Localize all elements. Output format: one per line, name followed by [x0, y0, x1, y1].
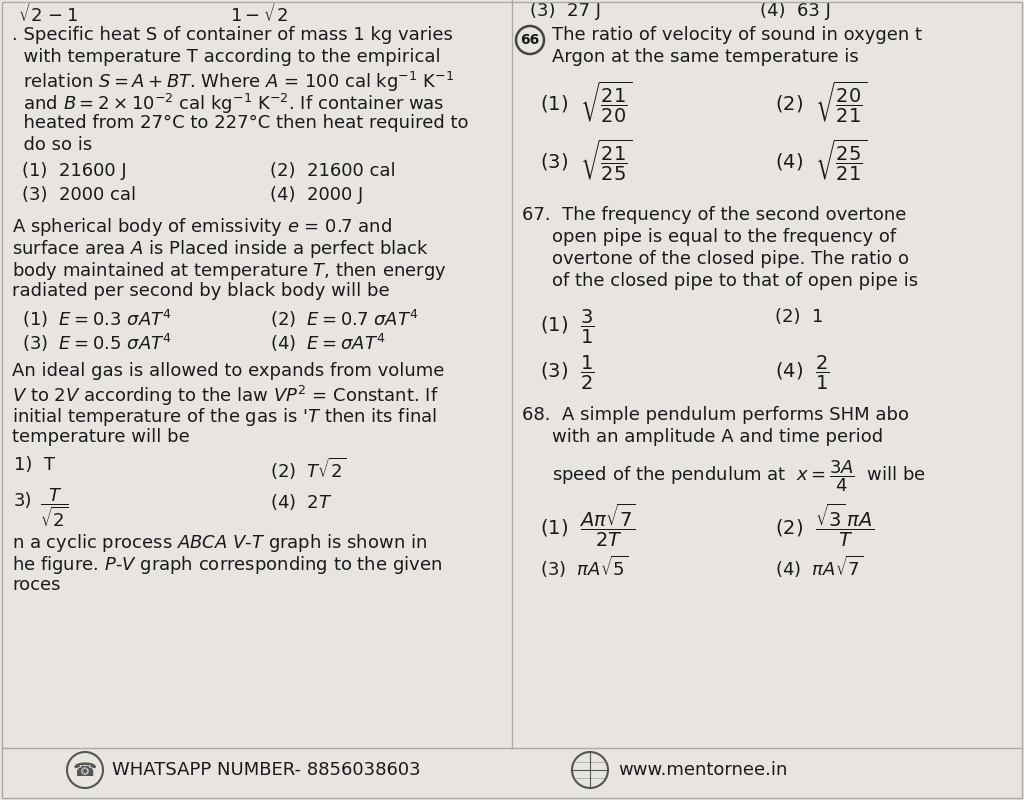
Text: A spherical body of emissivity $e$ = 0.7 and: A spherical body of emissivity $e$ = 0.7… [12, 216, 392, 238]
Text: An ideal gas is allowed to expands from volume: An ideal gas is allowed to expands from … [12, 362, 444, 380]
Text: $(4)$  $\pi A\sqrt{7}$: $(4)$ $\pi A\sqrt{7}$ [775, 554, 863, 580]
Text: with an amplitude A and time period: with an amplitude A and time period [552, 428, 883, 446]
Text: (2)  $\sqrt{\dfrac{20}{21}}$: (2) $\sqrt{\dfrac{20}{21}}$ [775, 80, 867, 126]
Text: $\dfrac{T}{\sqrt{2}}$: $\dfrac{T}{\sqrt{2}}$ [40, 486, 69, 529]
Text: roces: roces [12, 576, 60, 594]
Text: (1)  21600 J: (1) 21600 J [22, 162, 127, 180]
Text: (4)  $\dfrac{2}{1}$: (4) $\dfrac{2}{1}$ [775, 354, 829, 392]
Text: (3)  $E = 0.5\ \sigma AT^4$: (3) $E = 0.5\ \sigma AT^4$ [22, 332, 172, 354]
Text: (4)  $\sqrt{\dfrac{25}{21}}$: (4) $\sqrt{\dfrac{25}{21}}$ [775, 138, 867, 183]
Text: (1)  $\dfrac{3}{1}$: (1) $\dfrac{3}{1}$ [540, 308, 594, 346]
Text: surface area $A$ is Placed inside a perfect black: surface area $A$ is Placed inside a perf… [12, 238, 429, 260]
Text: with temperature T according to the empirical: with temperature T according to the empi… [12, 48, 440, 66]
Text: (3)  $\sqrt{\dfrac{21}{25}}$: (3) $\sqrt{\dfrac{21}{25}}$ [540, 138, 633, 183]
Text: $V$ to $2V$ according to the law $VP^2$ = Constant. If: $V$ to $2V$ according to the law $VP^2$ … [12, 384, 439, 408]
Text: (3)  27 J: (3) 27 J [530, 2, 601, 20]
Text: (4)  $E = \sigma AT^4$: (4) $E = \sigma AT^4$ [270, 332, 386, 354]
Text: . Specific heat S of container of mass 1 kg varies: . Specific heat S of container of mass 1… [12, 26, 453, 44]
Text: $1-\sqrt{2}$: $1-\sqrt{2}$ [230, 2, 292, 26]
Text: (4)  2000 J: (4) 2000 J [270, 186, 364, 204]
Text: (1)  $\dfrac{A\pi\sqrt{7}}{2T}$: (1) $\dfrac{A\pi\sqrt{7}}{2T}$ [540, 502, 636, 550]
Text: (2)  1: (2) 1 [775, 308, 823, 326]
Text: (2)  $E = 0.7\ \sigma AT^4$: (2) $E = 0.7\ \sigma AT^4$ [270, 308, 419, 330]
Text: temperature will be: temperature will be [12, 428, 189, 446]
Text: 68.  A simple pendulum performs SHM abo: 68. A simple pendulum performs SHM abo [522, 406, 909, 424]
Text: $\sqrt{2}-1$: $\sqrt{2}-1$ [18, 2, 78, 26]
Text: body maintained at temperature $T$, then energy: body maintained at temperature $T$, then… [12, 260, 446, 282]
Text: of the closed pipe to that of open pipe is: of the closed pipe to that of open pipe … [552, 272, 919, 290]
Text: (3)  2000 cal: (3) 2000 cal [22, 186, 136, 204]
Text: 3): 3) [14, 492, 33, 510]
Text: open pipe is equal to the frequency of: open pipe is equal to the frequency of [552, 228, 896, 246]
Text: (3)  $\dfrac{1}{2}$: (3) $\dfrac{1}{2}$ [540, 354, 594, 392]
Text: heated from 27°C to 227°C then heat required to: heated from 27°C to 227°C then heat requ… [12, 114, 469, 132]
Text: 1)  T: 1) T [14, 456, 55, 474]
Text: and $B = 2 \times 10^{-2}$ cal kg$^{-1}$ K$^{-2}$. If container was: and $B = 2 \times 10^{-2}$ cal kg$^{-1}$… [12, 92, 444, 116]
Text: (2)  $T\sqrt{2}$: (2) $T\sqrt{2}$ [270, 456, 346, 482]
Text: (2)  21600 cal: (2) 21600 cal [270, 162, 395, 180]
Text: (2)  $\dfrac{\sqrt{3}\,\pi A}{T}$: (2) $\dfrac{\sqrt{3}\,\pi A}{T}$ [775, 502, 874, 550]
Text: WHATSAPP NUMBER- 8856038603: WHATSAPP NUMBER- 8856038603 [112, 761, 421, 779]
Text: 66: 66 [520, 33, 540, 47]
Text: initial temperature of the gas is '$T$ then its final: initial temperature of the gas is '$T$ t… [12, 406, 437, 428]
Text: $(3)$  $\pi A\sqrt{5}$: $(3)$ $\pi A\sqrt{5}$ [540, 554, 629, 580]
Text: he figure. $P$-$V$ graph corresponding to the given: he figure. $P$-$V$ graph corresponding t… [12, 554, 442, 576]
Text: speed of the pendulum at  $x = \dfrac{3A}{4}$  will be: speed of the pendulum at $x = \dfrac{3A}… [552, 458, 926, 494]
Text: ☎: ☎ [73, 761, 97, 779]
Text: 67.  The frequency of the second overtone: 67. The frequency of the second overtone [522, 206, 906, 224]
Text: (4)  $2T$: (4) $2T$ [270, 492, 333, 512]
Text: www.mentornee.in: www.mentornee.in [618, 761, 787, 779]
Text: (1)  $E = 0.3\ \sigma AT^4$: (1) $E = 0.3\ \sigma AT^4$ [22, 308, 172, 330]
Text: relation $S = A + BT$. Where $A$ = 100 cal kg$^{-1}$ K$^{-1}$: relation $S = A + BT$. Where $A$ = 100 c… [12, 70, 454, 94]
Text: (1)  $\sqrt{\dfrac{21}{20}}$: (1) $\sqrt{\dfrac{21}{20}}$ [540, 80, 633, 126]
Text: Argon at the same temperature is: Argon at the same temperature is [552, 48, 859, 66]
Text: n a cyclic process $ABCA$ $V$-$T$ graph is shown in: n a cyclic process $ABCA$ $V$-$T$ graph … [12, 532, 427, 554]
Text: radiated per second by black body will be: radiated per second by black body will b… [12, 282, 389, 300]
Text: do so is: do so is [12, 136, 92, 154]
Text: (4)  63 J: (4) 63 J [760, 2, 830, 20]
Text: The ratio of velocity of sound in oxygen t: The ratio of velocity of sound in oxygen… [552, 26, 922, 44]
Text: overtone of the closed pipe. The ratio o: overtone of the closed pipe. The ratio o [552, 250, 909, 268]
